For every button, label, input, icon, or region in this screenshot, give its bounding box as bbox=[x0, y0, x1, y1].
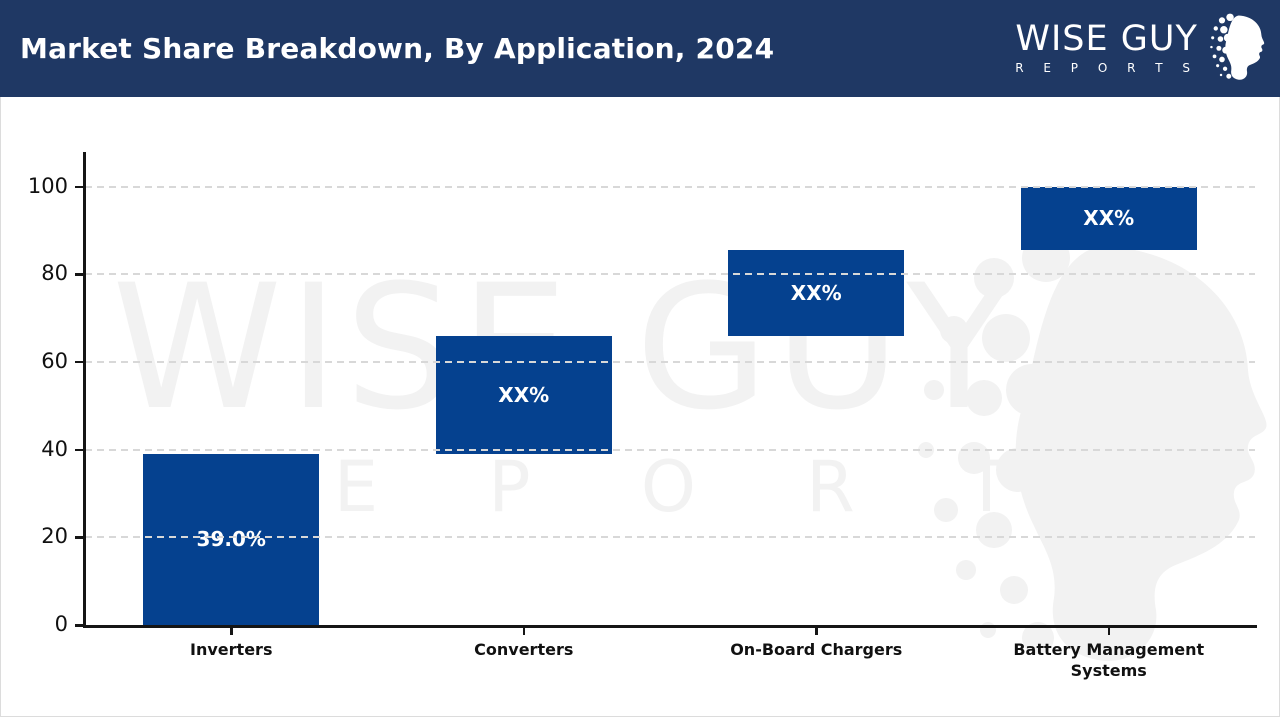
page-border-bottom bbox=[0, 716, 1280, 717]
y-axis-line bbox=[83, 152, 86, 627]
gridline-80 bbox=[85, 273, 1255, 276]
logo-subtitle: R E P O R T S bbox=[1015, 61, 1198, 75]
wiseguy-logo: WISE GUY R E P O R T S bbox=[1015, 6, 1266, 92]
y-tick-label: 40 bbox=[41, 436, 68, 461]
x-tick-mark-converters bbox=[522, 627, 526, 635]
x-axis-line bbox=[83, 625, 1257, 628]
chart-title: Market Share Breakdown, By Application, … bbox=[20, 32, 775, 65]
wiseguy-face-icon bbox=[1210, 13, 1265, 80]
bar-converters: XX% bbox=[435, 335, 612, 454]
gridline-20 bbox=[85, 536, 1255, 539]
gridline-60 bbox=[85, 360, 1255, 363]
wiseguy-logo-text: WISE GUY R E P O R T S bbox=[1015, 20, 1198, 75]
y-tick-mark-100 bbox=[75, 185, 83, 188]
y-tick-label: 60 bbox=[41, 348, 68, 373]
gridline-100 bbox=[85, 185, 1255, 188]
bar-battery-management-systems: XX% bbox=[1020, 186, 1197, 251]
x-tick-mark-inverters bbox=[230, 627, 233, 635]
x-tick-mark-on-board-chargers bbox=[815, 627, 818, 635]
gridline-40 bbox=[85, 448, 1255, 451]
y-tick-mark-0 bbox=[75, 624, 83, 627]
x-axis-label-converters: Converters bbox=[474, 640, 574, 659]
y-tick-label: 20 bbox=[41, 524, 68, 549]
y-tick-label: 0 bbox=[54, 612, 68, 636]
bar-value-label-battery-management-systems: XX% bbox=[1083, 206, 1135, 231]
bar-on-board-chargers: XX% bbox=[728, 250, 905, 336]
bar-value-label-converters: XX% bbox=[498, 382, 550, 407]
y-tick-mark-40 bbox=[75, 448, 83, 452]
x-tick-mark-battery-management-systems bbox=[1107, 627, 1111, 635]
x-axis-label-inverters: Inverters bbox=[190, 640, 273, 659]
y-tick-mark-80 bbox=[75, 273, 83, 276]
x-axis-label-battery-management-systems: Battery Management Systems bbox=[1013, 640, 1205, 680]
plot-area: 0 20 40 60 80 100 39.0% Inverters XX% Converters X… bbox=[28, 152, 1257, 680]
y-tick-mark-20 bbox=[75, 536, 83, 539]
y-tick-label: 100 bbox=[27, 173, 68, 198]
page-border-left bbox=[0, 97, 1, 717]
bar-value-label-on-board-chargers: XX% bbox=[790, 280, 842, 305]
wiseguy-face-watermark-icon bbox=[918, 234, 1267, 661]
logo-wordmark: WISE GUY bbox=[1015, 19, 1198, 59]
header-bar: Market Share Breakdown, By Application, … bbox=[0, 0, 1280, 97]
y-tick-label: 80 bbox=[41, 261, 68, 286]
x-axis-label-on-board-chargers: On-Board Chargers bbox=[730, 640, 903, 659]
bar-inverters: 39.0% bbox=[143, 453, 320, 625]
y-tick-mark-60 bbox=[75, 360, 83, 364]
bar-value-label-inverters: 39.0% bbox=[196, 527, 266, 552]
